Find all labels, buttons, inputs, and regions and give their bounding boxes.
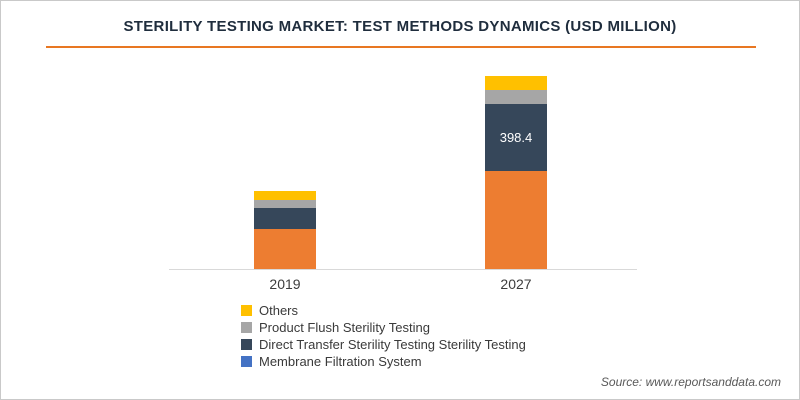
legend-swatch-icon bbox=[241, 305, 252, 316]
stacked-bar-2027: 398.4 bbox=[485, 76, 547, 269]
legend-item: Membrane Filtration System bbox=[241, 353, 526, 370]
bar-segment: 398.4 bbox=[485, 104, 547, 171]
legend-label: Others bbox=[259, 303, 299, 318]
title-divider bbox=[46, 46, 756, 48]
data-label: 398.4 bbox=[499, 130, 533, 145]
legend-item: Others bbox=[241, 302, 526, 319]
legend-swatch-icon bbox=[241, 322, 252, 333]
legend-swatch-icon bbox=[241, 339, 252, 350]
bar-segment bbox=[254, 208, 316, 229]
source-credit: Source: www.reportsanddata.com bbox=[600, 375, 781, 389]
bar-segment bbox=[254, 229, 316, 269]
chart-title: STERILITY TESTING MARKET: TEST METHODS D… bbox=[123, 18, 677, 35]
axis-category-label: 2019 bbox=[269, 276, 301, 292]
bar-segment bbox=[485, 171, 547, 269]
legend-item: Direct Transfer Sterility Testing Steril… bbox=[241, 336, 526, 353]
bar-segment bbox=[485, 76, 547, 90]
legend-swatch-icon bbox=[241, 356, 252, 367]
legend: Others Product Flush Sterility Testing Dir… bbox=[241, 302, 526, 370]
bar-segment bbox=[254, 200, 316, 208]
axis-category-label: 2027 bbox=[500, 276, 532, 292]
legend-label: Product Flush Sterility Testing bbox=[259, 320, 430, 335]
stacked-bar-2019 bbox=[254, 191, 316, 269]
legend-item: Product Flush Sterility Testing bbox=[241, 319, 526, 336]
legend-label: Direct Transfer Sterility Testing Steril… bbox=[259, 337, 526, 352]
plot-area: 2019 398.4 2027 bbox=[169, 63, 637, 292]
bar-segment bbox=[485, 90, 547, 104]
legend-label: Membrane Filtration System bbox=[259, 354, 422, 369]
bar-segment bbox=[254, 191, 316, 200]
